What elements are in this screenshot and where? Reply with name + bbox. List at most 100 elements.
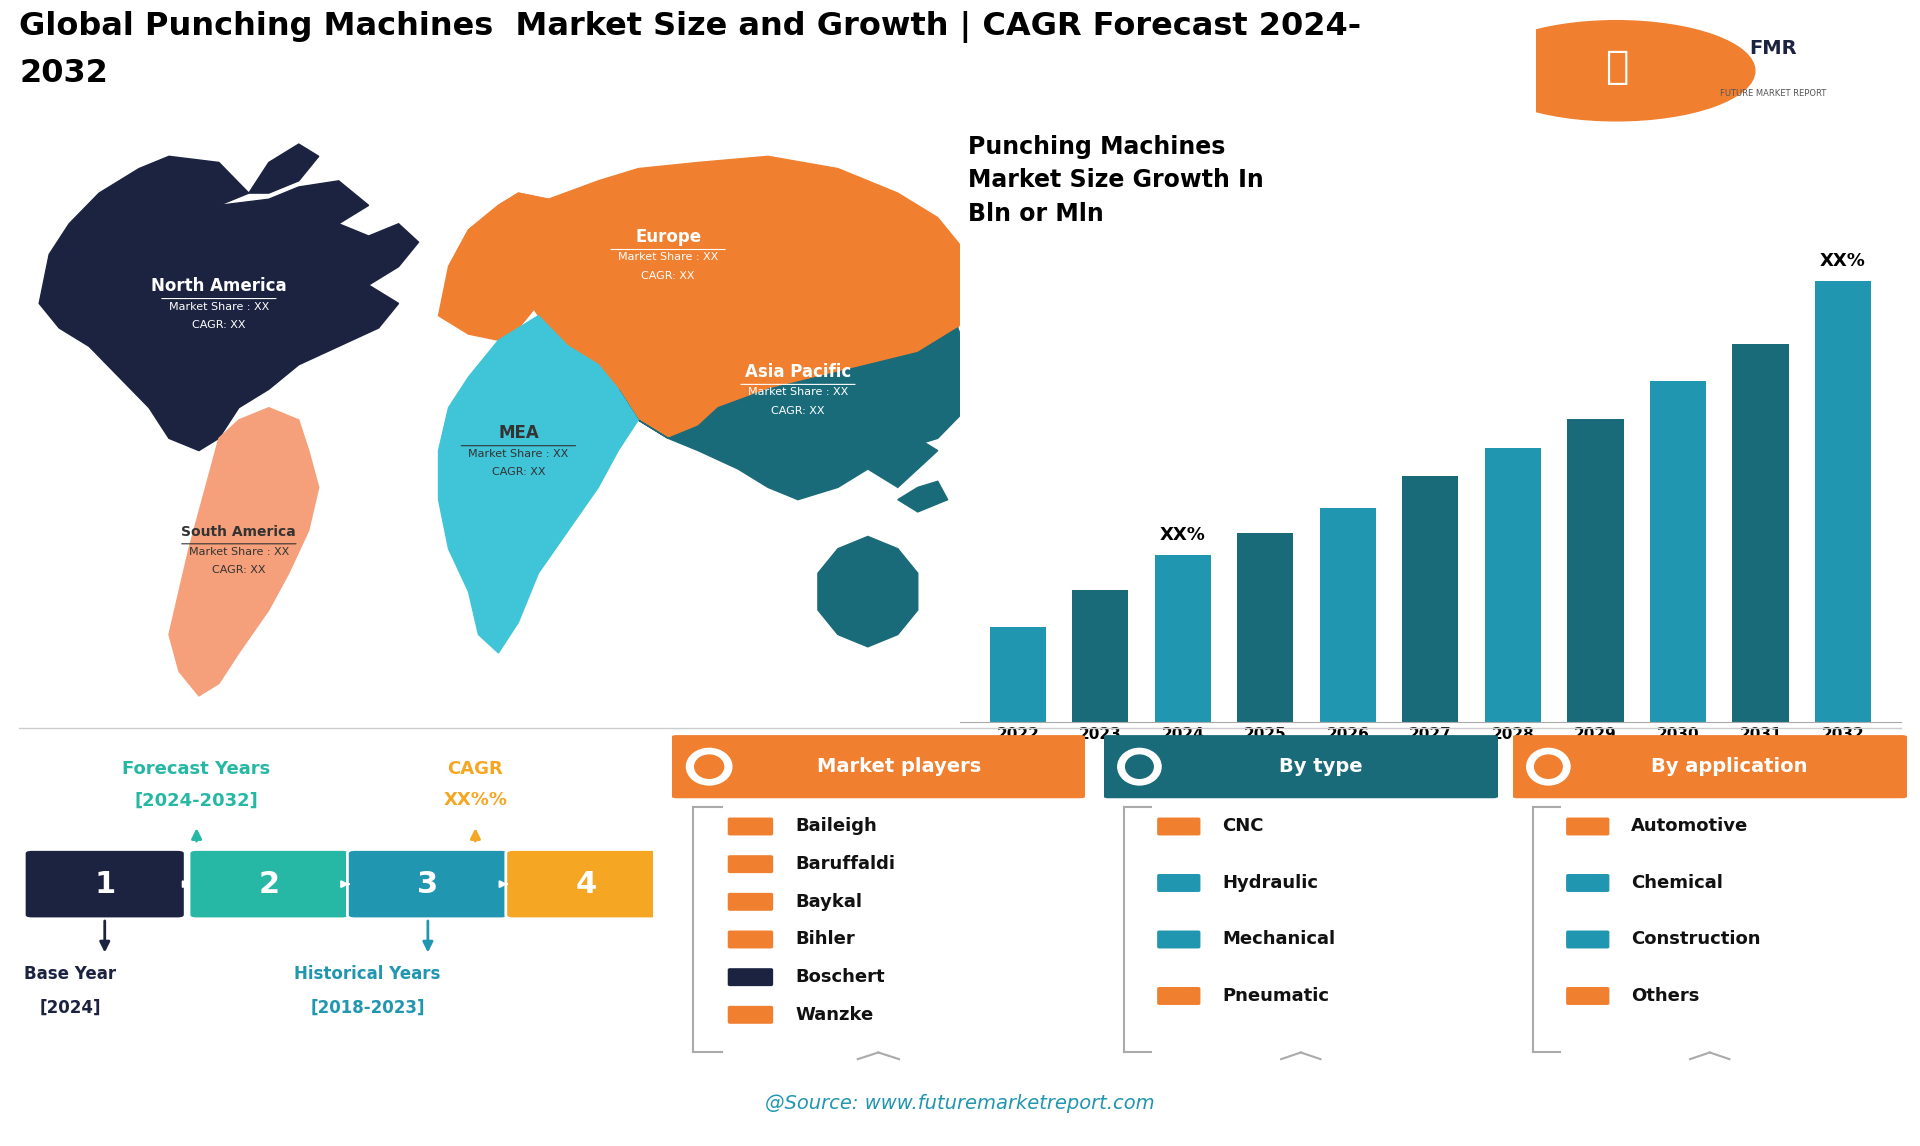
FancyBboxPatch shape (25, 849, 184, 919)
Polygon shape (449, 156, 977, 439)
Text: Historical Years: Historical Years (294, 965, 442, 982)
FancyBboxPatch shape (728, 855, 774, 873)
FancyBboxPatch shape (1158, 817, 1200, 835)
FancyBboxPatch shape (1511, 735, 1908, 799)
Text: 4: 4 (576, 870, 597, 898)
Text: CAGR: XX: CAGR: XX (492, 468, 545, 477)
Circle shape (1534, 755, 1563, 778)
Text: Global Punching Machines  Market Size and Growth | CAGR Forecast 2024-
2032: Global Punching Machines Market Size and… (19, 11, 1361, 89)
Bar (1649, 382, 1707, 722)
FancyBboxPatch shape (1567, 817, 1609, 835)
Text: Others: Others (1630, 987, 1699, 1005)
FancyBboxPatch shape (1158, 931, 1200, 949)
Polygon shape (438, 315, 637, 653)
Text: [2024-2032]: [2024-2032] (134, 791, 259, 809)
Circle shape (1117, 748, 1162, 785)
FancyBboxPatch shape (348, 849, 509, 919)
Polygon shape (438, 193, 618, 340)
Text: North America: North America (152, 277, 286, 296)
Bar (989, 627, 1046, 722)
Text: Hydraulic: Hydraulic (1221, 874, 1317, 892)
Text: Asia Pacific: Asia Pacific (745, 363, 851, 382)
Circle shape (687, 748, 732, 785)
Polygon shape (549, 346, 618, 408)
FancyBboxPatch shape (1102, 735, 1500, 799)
Text: CNC: CNC (1221, 817, 1263, 835)
Text: 2: 2 (259, 870, 280, 898)
Text: 3: 3 (417, 870, 438, 898)
Circle shape (1125, 755, 1154, 778)
Text: CAGR: XX: CAGR: XX (641, 270, 695, 281)
Bar (1567, 419, 1624, 722)
Text: XX%%: XX%% (444, 791, 507, 809)
Text: FUTURE MARKET REPORT: FUTURE MARKET REPORT (1720, 88, 1826, 97)
Text: XX%: XX% (1160, 526, 1206, 544)
Text: Boschert: Boschert (797, 968, 885, 987)
Text: Market Share : XX: Market Share : XX (747, 387, 849, 398)
Text: FMR: FMR (1749, 39, 1797, 57)
FancyBboxPatch shape (728, 817, 774, 835)
FancyBboxPatch shape (1158, 987, 1200, 1005)
Text: 1: 1 (94, 870, 115, 898)
Bar (1814, 281, 1872, 722)
Text: Market players: Market players (816, 758, 981, 776)
Text: Base Year: Base Year (23, 965, 115, 982)
Text: Forecast Years: Forecast Years (123, 761, 271, 778)
Bar (1732, 344, 1789, 722)
FancyBboxPatch shape (1567, 874, 1609, 892)
Bar (1484, 448, 1542, 722)
Polygon shape (868, 439, 937, 487)
Polygon shape (38, 156, 419, 450)
Text: Mechanical: Mechanical (1221, 931, 1334, 949)
Text: Chemical: Chemical (1630, 874, 1722, 892)
Text: Wanzke: Wanzke (797, 1006, 874, 1023)
Text: By application: By application (1651, 758, 1809, 776)
Text: By type: By type (1279, 758, 1363, 776)
Text: [2024]: [2024] (38, 998, 100, 1017)
Circle shape (695, 755, 724, 778)
FancyBboxPatch shape (1158, 874, 1200, 892)
Text: MEA: MEA (497, 424, 540, 442)
Bar (1154, 555, 1212, 722)
Text: Pneumatic: Pneumatic (1221, 987, 1329, 1005)
Circle shape (1478, 21, 1755, 120)
Text: Construction: Construction (1630, 931, 1761, 949)
Text: Baruffaldi: Baruffaldi (797, 855, 897, 873)
Text: CAGR: XX: CAGR: XX (772, 406, 826, 416)
Polygon shape (818, 536, 918, 646)
Polygon shape (250, 144, 319, 193)
Text: Bihler: Bihler (797, 931, 856, 949)
Bar (1071, 589, 1129, 722)
Text: Market Share : XX: Market Share : XX (169, 301, 269, 312)
Text: Market Share : XX: Market Share : XX (468, 449, 568, 458)
FancyBboxPatch shape (1567, 931, 1609, 949)
Bar (1402, 476, 1459, 722)
Text: CAGR: CAGR (447, 761, 503, 778)
FancyBboxPatch shape (728, 893, 774, 911)
FancyBboxPatch shape (1567, 987, 1609, 1005)
Polygon shape (899, 481, 948, 512)
Text: Punching Machines
Market Size Growth In
Bln or Mln: Punching Machines Market Size Growth In … (968, 135, 1263, 226)
Text: CAGR: XX: CAGR: XX (211, 565, 265, 575)
FancyBboxPatch shape (188, 849, 349, 919)
Text: CAGR: XX: CAGR: XX (192, 320, 246, 330)
Text: South America: South America (182, 525, 296, 539)
Circle shape (1526, 748, 1571, 785)
Text: Baileigh: Baileigh (797, 817, 877, 835)
Polygon shape (169, 408, 319, 696)
FancyBboxPatch shape (728, 931, 774, 949)
FancyBboxPatch shape (728, 968, 774, 986)
Text: [2018-2023]: [2018-2023] (311, 998, 424, 1017)
Bar (1319, 508, 1377, 722)
Text: Baykal: Baykal (797, 893, 862, 911)
Text: @Source: www.futuremarketreport.com: @Source: www.futuremarketreport.com (766, 1093, 1154, 1113)
Text: XX%: XX% (1820, 251, 1866, 269)
Bar (1236, 533, 1294, 722)
Text: Europe: Europe (636, 228, 701, 246)
Text: Automotive: Automotive (1630, 817, 1749, 835)
Text: 🌿: 🌿 (1605, 48, 1628, 86)
Polygon shape (618, 328, 977, 500)
Text: Market Share : XX: Market Share : XX (618, 252, 718, 262)
Text: Market Share : XX: Market Share : XX (188, 547, 290, 557)
FancyBboxPatch shape (505, 849, 666, 919)
